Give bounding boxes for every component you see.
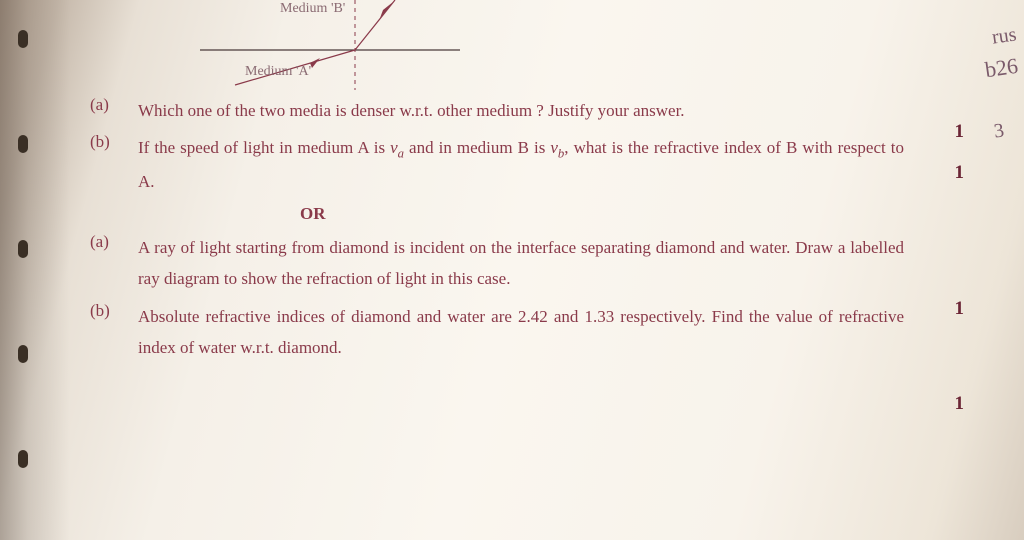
question-label: (a) — [90, 95, 138, 115]
label-medium-a: Medium 'A' — [245, 64, 311, 79]
binding-hole — [18, 240, 28, 258]
incident-arrow — [310, 58, 320, 68]
question-text: If the speed of light in medium A is va … — [138, 132, 974, 197]
handwriting-scribble: b26 — [983, 53, 1019, 83]
question-text: Absolute refractive indices of diamond a… — [138, 301, 974, 364]
question-text: A ray of light starting from diamond is … — [138, 232, 974, 295]
refracted-ray — [355, 0, 395, 50]
question-2b: (b) Absolute refractive indices of diamo… — [90, 301, 974, 364]
question-text: Which one of the two media is denser w.r… — [138, 95, 974, 126]
label-medium-b: Medium 'B' — [280, 1, 345, 16]
variable-vb: v — [550, 138, 558, 157]
text-span: If the speed of light in medium A is — [138, 138, 390, 157]
diagram-svg: Medium 'B' Medium 'A' — [180, 0, 480, 95]
binding-hole — [18, 450, 28, 468]
variable-va: v — [390, 138, 398, 157]
page-shadow — [0, 0, 70, 540]
or-separator: OR — [90, 204, 974, 224]
binding-hole — [18, 30, 28, 48]
question-content: (a) Which one of the two media is denser… — [90, 95, 974, 370]
handwriting-scribble: rus — [990, 23, 1017, 49]
question-label: (a) — [90, 232, 138, 252]
page-container: Medium 'B' Medium 'A' (a) Which one of t… — [0, 0, 1024, 540]
question-1b: (b) If the speed of light in medium A is… — [90, 132, 974, 197]
marks-value: 1 — [955, 162, 965, 184]
binding-hole — [18, 345, 28, 363]
binding-holes — [18, 0, 30, 540]
handwriting-scribble: 3 — [992, 119, 1005, 143]
binding-hole — [18, 135, 28, 153]
question-label: (b) — [90, 132, 138, 152]
or-label: OR — [300, 204, 326, 223]
question-1a: (a) Which one of the two media is denser… — [90, 95, 974, 126]
refraction-diagram: Medium 'B' Medium 'A' — [180, 0, 480, 90]
question-2a: (a) A ray of light starting from diamond… — [90, 232, 974, 295]
question-label: (b) — [90, 301, 138, 321]
marks-value: 1 — [955, 393, 965, 415]
text-span: and in medium B is — [404, 138, 550, 157]
